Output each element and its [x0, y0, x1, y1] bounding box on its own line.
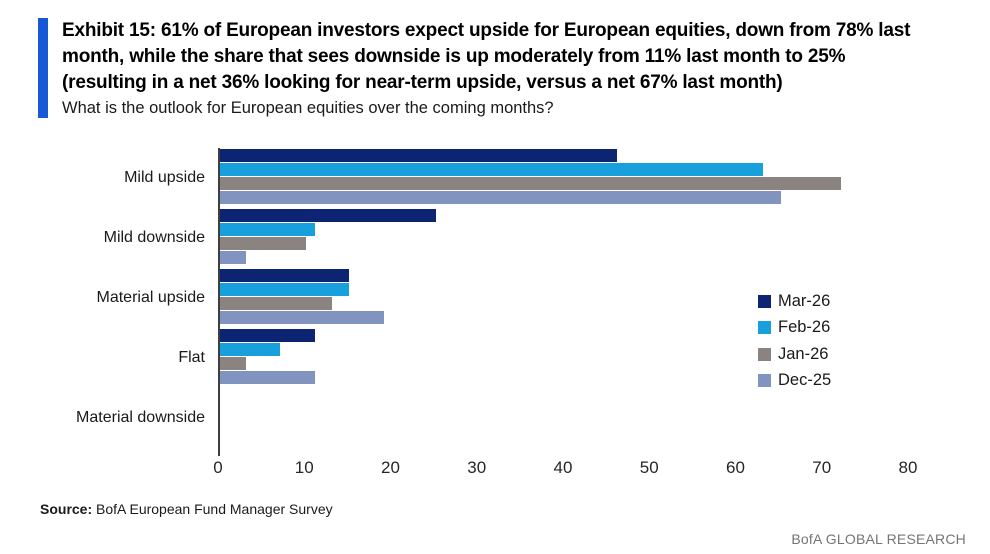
bar-feb-26-material-upside [220, 283, 350, 296]
x-axis-zero-tick [218, 448, 220, 456]
bar-mar-26-mild-upside [220, 149, 617, 162]
x-tick-label: 70 [812, 458, 832, 477]
bar-group [220, 148, 910, 208]
legend-swatch-icon [758, 347, 771, 361]
legend-item-dec-25: Dec-25 [758, 368, 831, 395]
bar-jan-26-material-upside [220, 297, 333, 310]
source-label: Source: [40, 501, 93, 517]
legend-swatch-icon [758, 321, 771, 335]
bar-mar-26-material-upside [220, 269, 350, 282]
bar-jan-26-mild-downside [220, 237, 307, 250]
source-text: BofA European Fund Manager Survey [96, 501, 333, 517]
x-tick-label: 80 [898, 458, 918, 477]
legend: Mar-26 Feb-26 Jan-26 Dec-25 [758, 288, 831, 394]
bar-group [220, 208, 910, 268]
x-tick-label: 10 [294, 458, 314, 477]
legend-item-mar-26: Mar-26 [758, 288, 831, 315]
chart-subtitle: What is the outlook for European equitie… [62, 98, 554, 117]
legend-item-feb-26: Feb-26 [758, 315, 831, 342]
legend-item-jan-26: Jan-26 [758, 341, 831, 368]
x-tick-label: 40 [553, 458, 573, 477]
category-label: Mild upside [124, 169, 205, 186]
x-tick-label: 20 [381, 458, 400, 477]
plot-area [218, 148, 910, 448]
brand-label: BofA GLOBAL RESEARCH [791, 531, 966, 547]
bar-group [220, 328, 910, 388]
x-tick-label: 60 [726, 458, 745, 477]
source-line: Source: BofA European Fund Manager Surve… [40, 501, 333, 517]
bar-mar-26-mild-downside [220, 209, 436, 222]
category-label: Mild downside [103, 229, 205, 246]
legend-label: Mar-26 [778, 291, 831, 310]
bar-dec-25-material-upside [220, 311, 384, 324]
category-label: Material upside [96, 289, 206, 306]
bar-jan-26-flat [220, 357, 246, 370]
bar-dec-25-mild-upside [220, 191, 781, 204]
bar-group [220, 268, 910, 328]
bar-dec-25-flat [220, 371, 315, 384]
category-label: Material downside [76, 409, 205, 426]
category-label: Flat [178, 349, 205, 366]
x-tick-label: 50 [639, 458, 659, 477]
bar-mar-26-flat [220, 329, 315, 342]
bar-jan-26-mild-upside [220, 177, 841, 190]
bar-feb-26-mild-downside [220, 223, 315, 236]
exhibit-title: Exhibit 15: 61% of European investors ex… [62, 20, 911, 94]
legend-label: Jan-26 [778, 344, 829, 363]
legend-swatch-icon [758, 294, 771, 308]
x-tick-label: 30 [467, 458, 487, 477]
legend-label: Feb-26 [778, 318, 831, 337]
legend-swatch-icon [758, 374, 771, 388]
bar-group [220, 388, 910, 448]
bar-dec-25-mild-downside [220, 251, 246, 264]
bar-feb-26-mild-upside [220, 163, 764, 176]
exhibit-header: Exhibit 15: 61% of European investors ex… [38, 18, 942, 118]
bar-feb-26-flat [220, 343, 281, 356]
legend-label: Dec-25 [778, 371, 832, 390]
x-tick-label: 0 [213, 458, 223, 477]
